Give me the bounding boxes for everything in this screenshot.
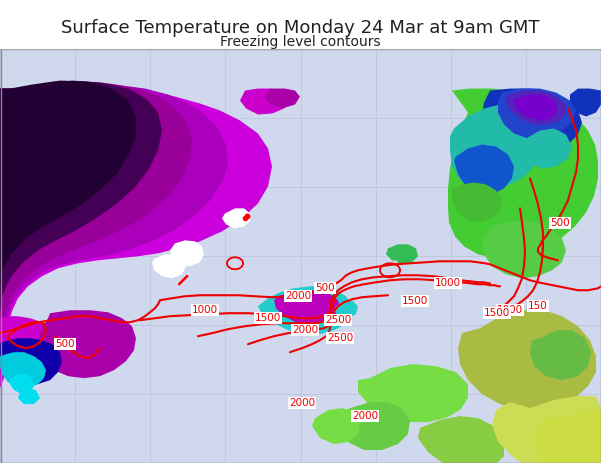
Polygon shape xyxy=(514,94,558,120)
Text: 500: 500 xyxy=(550,219,570,228)
Polygon shape xyxy=(258,286,352,334)
Text: 500: 500 xyxy=(315,283,335,293)
Polygon shape xyxy=(0,81,162,313)
Polygon shape xyxy=(18,388,40,404)
Text: 2000: 2000 xyxy=(292,325,318,335)
Polygon shape xyxy=(222,208,250,228)
Polygon shape xyxy=(0,81,136,286)
Polygon shape xyxy=(458,310,596,410)
Polygon shape xyxy=(386,244,418,264)
Polygon shape xyxy=(0,338,62,384)
Polygon shape xyxy=(448,88,598,258)
Polygon shape xyxy=(274,290,340,324)
Polygon shape xyxy=(312,408,360,444)
Polygon shape xyxy=(454,144,514,194)
Polygon shape xyxy=(530,330,591,380)
Polygon shape xyxy=(570,88,601,117)
Polygon shape xyxy=(418,416,504,463)
Polygon shape xyxy=(0,81,192,333)
Text: 2000: 2000 xyxy=(352,411,378,421)
Polygon shape xyxy=(240,88,288,114)
Polygon shape xyxy=(170,240,204,266)
Text: Surface Temperature on Monday 24 Mar at 9am GMT: Surface Temperature on Monday 24 Mar at … xyxy=(61,19,540,37)
Text: 1000: 1000 xyxy=(192,305,218,315)
Text: 1500: 1500 xyxy=(402,296,428,306)
Text: 1000: 1000 xyxy=(497,305,523,315)
Text: 150: 150 xyxy=(528,301,548,311)
Text: 2000: 2000 xyxy=(285,291,311,301)
Polygon shape xyxy=(0,352,46,388)
Text: 2000: 2000 xyxy=(289,398,315,408)
Polygon shape xyxy=(450,105,544,190)
Polygon shape xyxy=(358,364,468,422)
Polygon shape xyxy=(534,410,601,463)
Circle shape xyxy=(392,261,397,266)
Polygon shape xyxy=(334,300,358,318)
Text: Freezing level contours: Freezing level contours xyxy=(220,35,381,49)
Polygon shape xyxy=(482,88,582,155)
Polygon shape xyxy=(492,396,601,463)
Polygon shape xyxy=(498,88,576,138)
Text: 1500: 1500 xyxy=(255,313,281,323)
Text: 1500: 1500 xyxy=(484,308,510,318)
Polygon shape xyxy=(506,91,566,125)
Polygon shape xyxy=(152,254,186,278)
Text: 2500: 2500 xyxy=(327,333,353,343)
Polygon shape xyxy=(0,82,228,366)
Text: 2500: 2500 xyxy=(325,315,351,325)
Polygon shape xyxy=(452,182,502,222)
Polygon shape xyxy=(522,129,572,169)
Polygon shape xyxy=(328,402,410,450)
Polygon shape xyxy=(0,83,272,388)
Polygon shape xyxy=(38,310,136,378)
Polygon shape xyxy=(482,220,566,278)
Text: 500: 500 xyxy=(55,339,75,349)
Text: 1000: 1000 xyxy=(435,278,461,288)
Polygon shape xyxy=(0,316,72,376)
Polygon shape xyxy=(10,374,34,394)
Polygon shape xyxy=(264,88,300,108)
